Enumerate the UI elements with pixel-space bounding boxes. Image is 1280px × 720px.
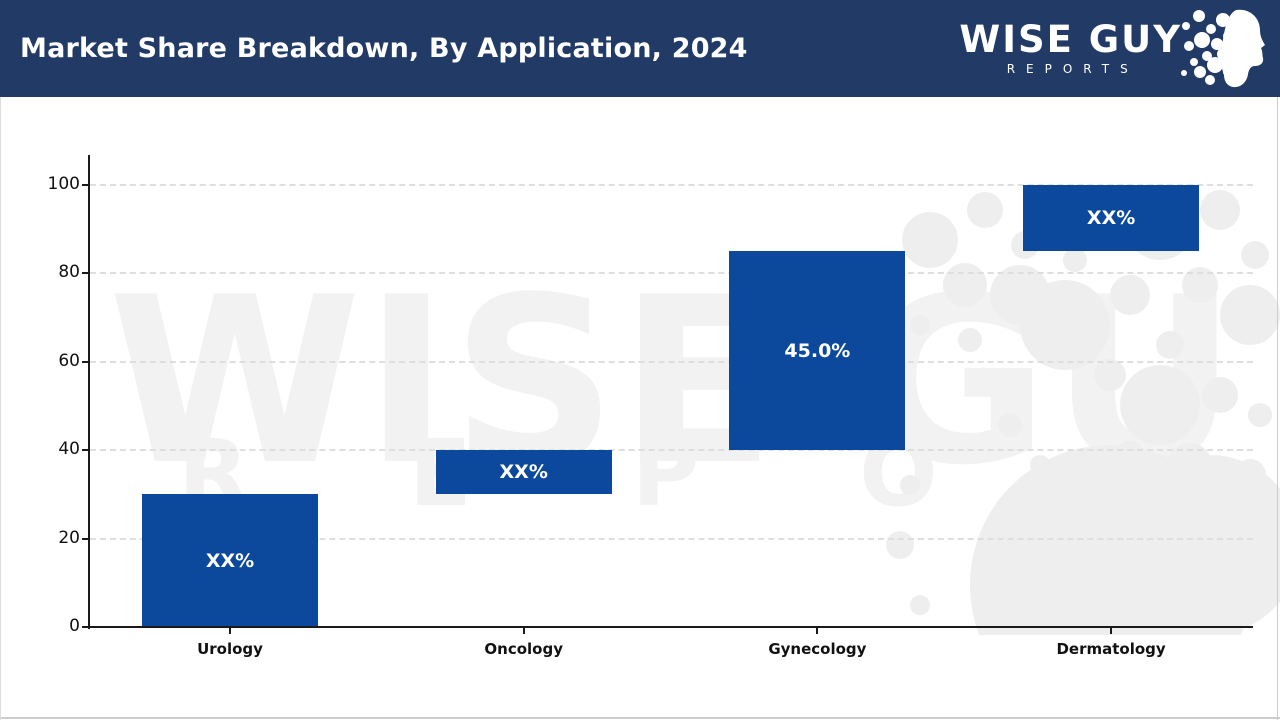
header-bar: Market Share Breakdown, By Application, …: [0, 0, 1280, 97]
y-tick-mark: [82, 184, 90, 186]
bar-oncology: XX%: [435, 450, 612, 495]
y-tick-mark: [82, 272, 90, 275]
y-axis-tick-label: 60: [58, 350, 80, 371]
gridline-100: [90, 184, 1253, 186]
x-tick-mark: [816, 628, 819, 634]
logo-name: WISE GUY: [959, 18, 1182, 61]
right-border: [1277, 97, 1278, 720]
x-axis-category-label: Gynecology: [768, 640, 867, 658]
x-axis-category-label: Oncology: [484, 640, 563, 658]
y-tick-mark: [82, 626, 90, 628]
y-axis-line: [88, 155, 90, 629]
bar-value-label: XX%: [205, 549, 255, 572]
page-title: Market Share Breakdown, By Application, …: [20, 33, 748, 64]
bar-gynecology: 45.0%: [729, 251, 906, 451]
left-border: [0, 97, 1, 720]
gridline-20: [90, 537, 1253, 540]
bar-value-label: 45.0%: [784, 339, 851, 362]
gridline-60: [90, 360, 1253, 363]
logo-face-icon: [1181, 9, 1265, 87]
y-axis-tick-label: 20: [58, 527, 80, 548]
bar-urology: XX%: [142, 494, 318, 627]
y-tick-mark: [82, 360, 90, 363]
bar-value-label: XX%: [499, 461, 548, 484]
x-tick-mark: [1110, 628, 1113, 634]
gridline-40: [90, 449, 1253, 452]
gridline-80: [90, 272, 1253, 275]
y-axis-tick-label: 80: [58, 262, 80, 283]
x-axis-category-label: Urology: [197, 640, 263, 658]
bottom-border: [0, 717, 1280, 719]
x-axis-line: [88, 626, 1253, 628]
x-tick-mark: [229, 628, 231, 634]
bar-dermatology: XX%: [1023, 185, 1200, 252]
y-axis-tick-label: 0: [69, 616, 80, 636]
watermark-face-dots: [886, 190, 1280, 635]
logo-text: WISE GUY REPORTS: [959, 21, 1182, 76]
y-tick-mark: [82, 449, 90, 452]
y-tick-mark: [82, 537, 90, 540]
x-axis-category-label: Dermatology: [1056, 640, 1166, 658]
x-tick-mark: [522, 628, 525, 634]
bar-value-label: XX%: [1086, 207, 1136, 230]
wise-guy-logo: WISE GUY REPORTS: [959, 6, 1268, 92]
y-axis-tick-label: 100: [47, 174, 80, 194]
logo-subtitle: REPORTS: [1006, 62, 1139, 76]
y-axis-tick-label: 40: [58, 439, 80, 460]
